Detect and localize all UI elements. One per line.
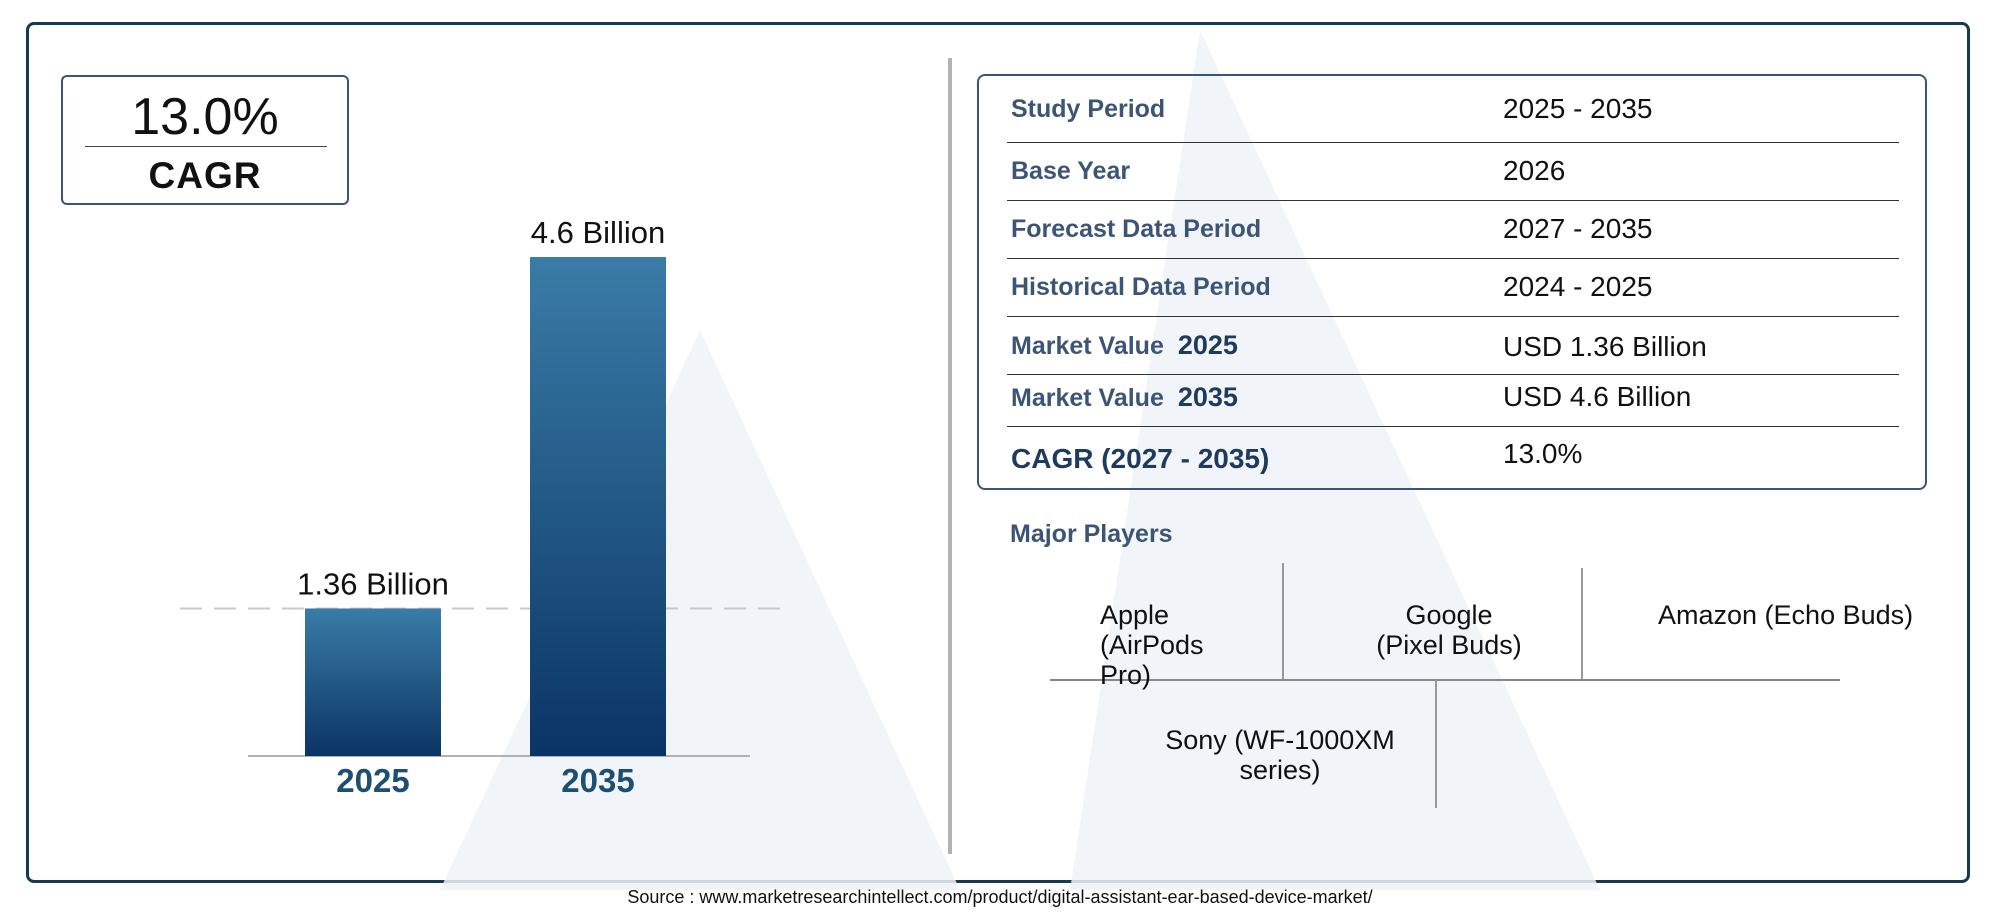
info-label-text: Market Value [1011,332,1164,360]
info-label: Market Value 2035 [1011,382,1238,413]
source-citation: Source : www.marketresearchintellect.com… [627,887,1373,907]
info-label: CAGR (2027 - 2035) [1011,443,1270,474]
info-row-market-value-2035: Market Value 2035 USD 4.6 Billion [1007,374,1899,427]
bar-2025 [305,608,441,756]
major-players-title: Major Players [1010,520,1173,548]
market-bar-chart: 1.36 Billion 4.6 Billion 2025 2035 [180,215,790,799]
players-divider [1050,679,1840,681]
info-value: USD 1.36 Billion [1503,331,1707,362]
player-apple: Apple (AirPods Pro) [1100,600,1204,690]
player-sony: Sony (WF-1000XM series) [1165,725,1395,785]
info-value: USD 4.6 Billion [1503,381,1692,412]
info-row-market-value-2025: Market Value 2025 USD 1.36 Billion [1007,316,1899,375]
info-value: 2026 [1503,155,1566,186]
market-info-table: Study Period 2025 - 2035 Base Year 2026 … [977,74,1927,490]
info-row-forecast-period: Forecast Data Period 2027 - 2035 [1007,200,1899,259]
cagr-divider [85,146,327,147]
info-label: Study Period [1011,95,1166,123]
info-label-year: 2035 [1177,382,1238,412]
cagr-label: CAGR [148,155,262,196]
info-value: 2027 - 2035 [1503,213,1653,244]
player-google: Google (Pixel Buds) [1376,600,1522,660]
info-value: 2024 - 2025 [1503,271,1653,302]
info-row-historical-period: Historical Data Period 2024 - 2025 [1007,258,1899,317]
info-label: Historical Data Period [1011,273,1271,301]
outer-frame [26,22,1970,883]
cagr-summary-box: 13.0% CAGR [61,75,349,205]
data-label-2025: 1.36 Billion [297,566,449,601]
cagr-value: 13.0% [131,88,279,146]
info-row-cagr: CAGR (2027 - 2035) 13.0% [1007,426,1899,486]
info-label: Forecast Data Period [1011,215,1262,243]
info-row-base-year: Base Year 2026 [1007,142,1899,201]
info-label: Base Year [1011,157,1131,185]
info-value: 2025 - 2035 [1503,93,1653,124]
info-value: 13.0% [1503,438,1583,469]
data-label-2035: 4.6 Billion [531,215,665,250]
panel-divider [948,58,952,854]
players-divider [1435,680,1437,808]
info-label-text: Market Value [1011,384,1164,412]
bar-2035 [530,257,666,756]
info-label-year: 2025 [1177,330,1238,360]
player-amazon: Amazon (Echo Buds) [1658,600,1914,630]
players-divider [1581,568,1583,679]
info-row-study-period: Study Period 2025 - 2035 [1007,76,1899,143]
tick-label-2025: 2025 [336,762,409,799]
info-label: Market Value 2025 [1011,330,1238,361]
tick-label-2035: 2035 [561,762,634,799]
players-divider [1282,563,1284,679]
